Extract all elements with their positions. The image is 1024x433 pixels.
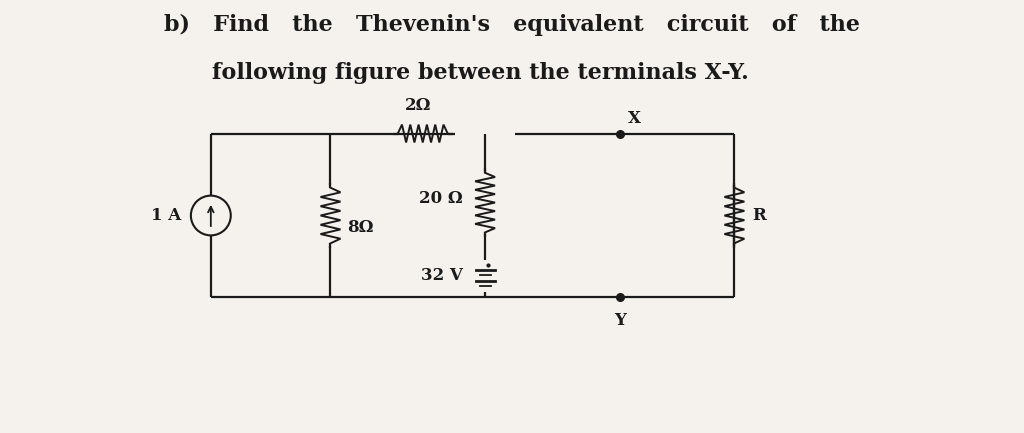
Text: R: R	[753, 207, 766, 224]
Text: 1 A: 1 A	[151, 207, 181, 224]
Text: 2Ω: 2Ω	[404, 97, 431, 114]
Text: following figure between the terminals X-Y.: following figure between the terminals X…	[212, 62, 749, 84]
Text: 20 Ω: 20 Ω	[420, 190, 463, 207]
Text: 8Ω: 8Ω	[347, 219, 374, 236]
Text: 32 V: 32 V	[421, 267, 463, 284]
Text: X: X	[628, 110, 641, 126]
Text: Y: Y	[613, 312, 626, 330]
Text: b)   Find   the   Thevenin's   equivalent   circuit   of   the: b) Find the Thevenin's equivalent circui…	[164, 14, 860, 36]
